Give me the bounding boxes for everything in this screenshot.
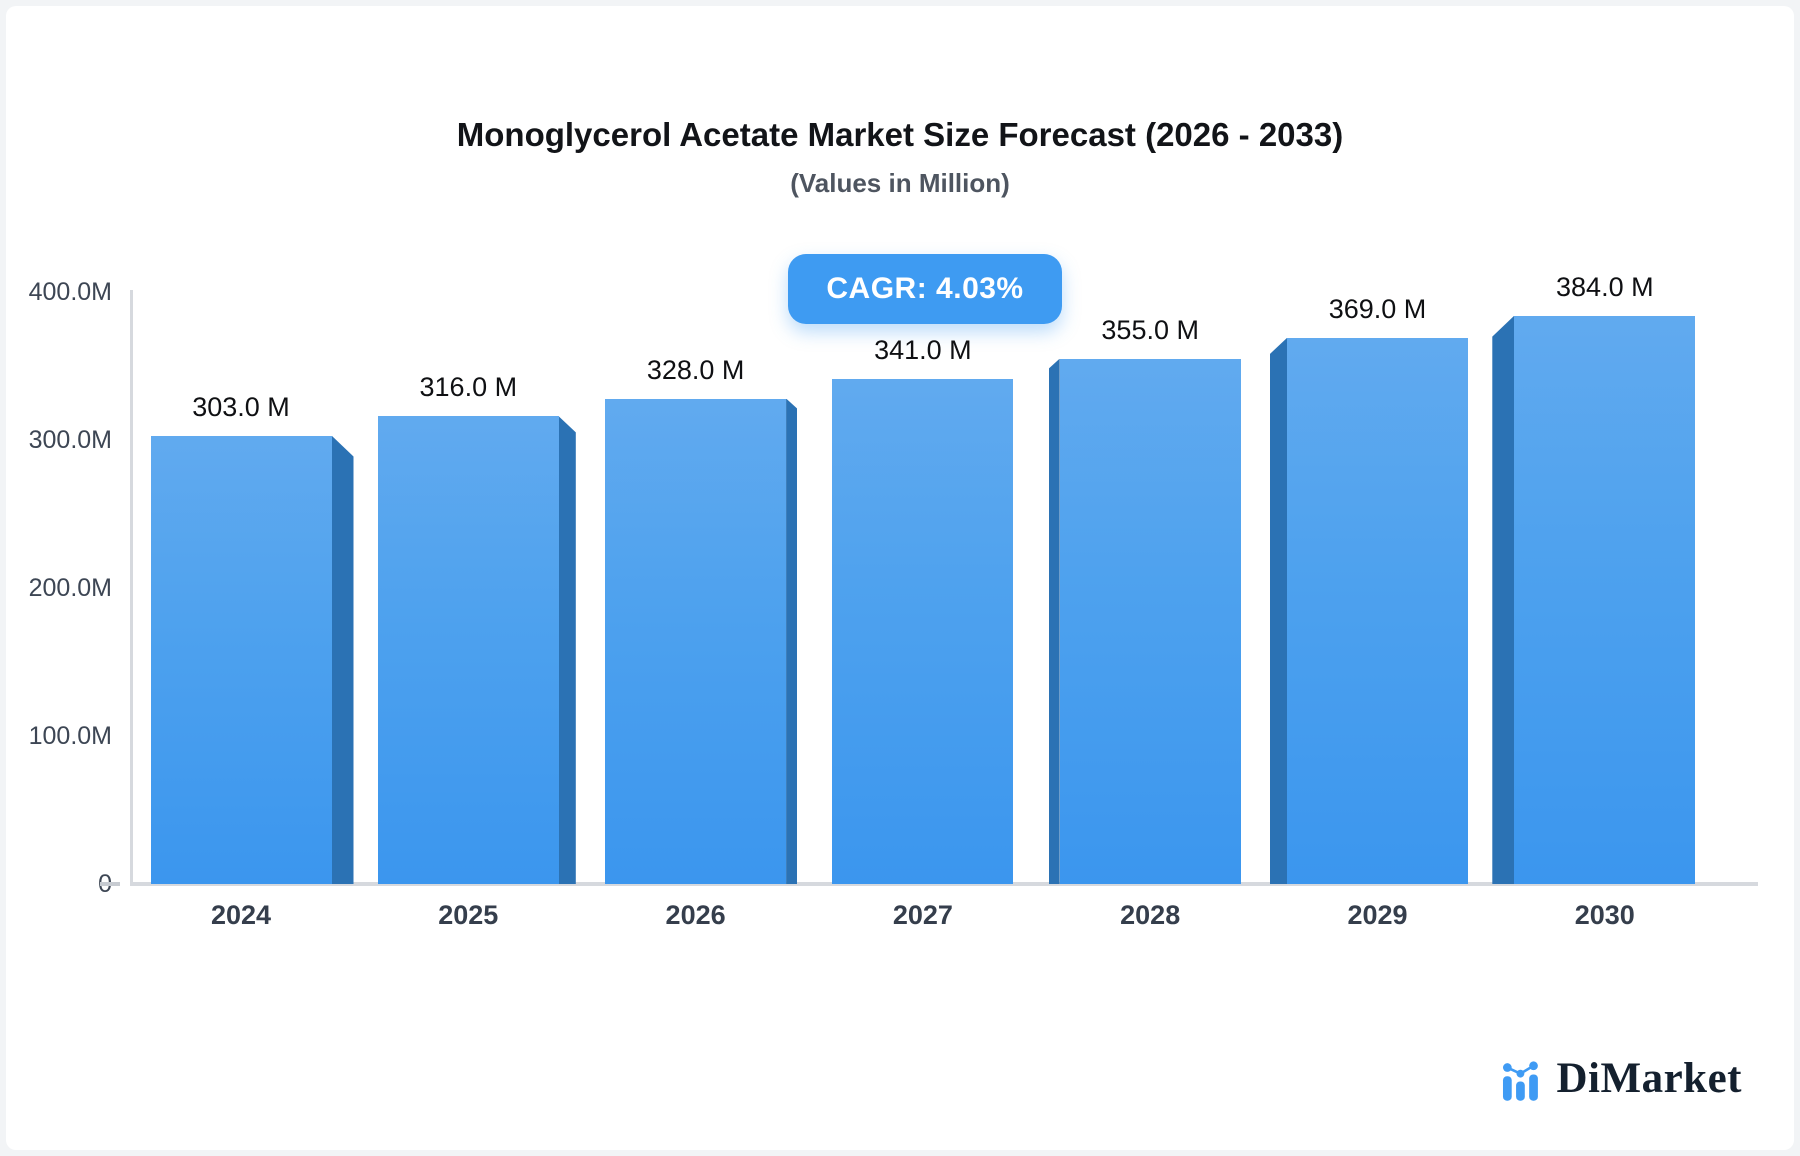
y-tick-label: 400.0M [28,278,112,306]
bar-side [1492,315,1515,884]
bar-side [331,435,354,884]
zero-tick-mark [100,882,120,886]
bar-value-label: 355.0 M [1101,314,1199,345]
bar [150,435,332,884]
brand-logo-text: DiMarket [1556,1054,1742,1102]
bar-side [1048,358,1060,884]
bar [1287,337,1468,884]
cagr-badge: CAGR: 4.03% [788,254,1062,324]
x-tick-label: 2028 [1120,900,1181,930]
chart-subtitle: (Values in Million) [790,168,1010,198]
bar-value-label: 369.0 M [1328,293,1427,324]
x-tick-label: 2025 [438,900,499,930]
bar [832,379,1014,884]
bar [1514,315,1696,884]
bar [1059,358,1241,884]
y-tick-label: 100.0M [28,722,112,750]
bar [605,398,787,884]
bar-side [786,398,798,884]
bar-side [1270,337,1287,884]
y-tick-label: 0 [6,868,112,900]
y-tick-label: 200.0M [28,574,112,602]
bar [377,416,559,884]
bar-value-label: 328.0 M [646,354,745,385]
bar-value-label: 384.0 M [1556,271,1654,302]
x-axis-line [130,882,1758,886]
x-tick-label: 2024 [210,900,272,930]
bar-value-label: 316.0 M [419,372,518,403]
chart-title: Monoglycerol Acetate Market Size Forecas… [456,116,1344,153]
x-tick-label: 2030 [1574,900,1635,930]
plot-area: 400.0M 300.0M 200.0M 100.0M 0 303.0 M 2024 316.… [6,6,1794,1150]
y-axis-line [130,290,133,886]
brand-logo: DiMarket [1496,1052,1743,1104]
y-tick-label: 300.0M [28,426,112,454]
bar-value-label: 341.0 M [874,335,972,366]
x-tick-label: 2026 [665,900,726,930]
chart-card: Monoglycerol Acetate Market Size Forecas… [6,6,1794,1150]
bar-side [558,416,576,884]
mini-bar-chart-icon [1502,1061,1538,1101]
x-tick-label: 2029 [1347,900,1408,930]
bar-value-label: 303.0 M [192,391,290,422]
x-tick-label: 2027 [892,900,953,930]
